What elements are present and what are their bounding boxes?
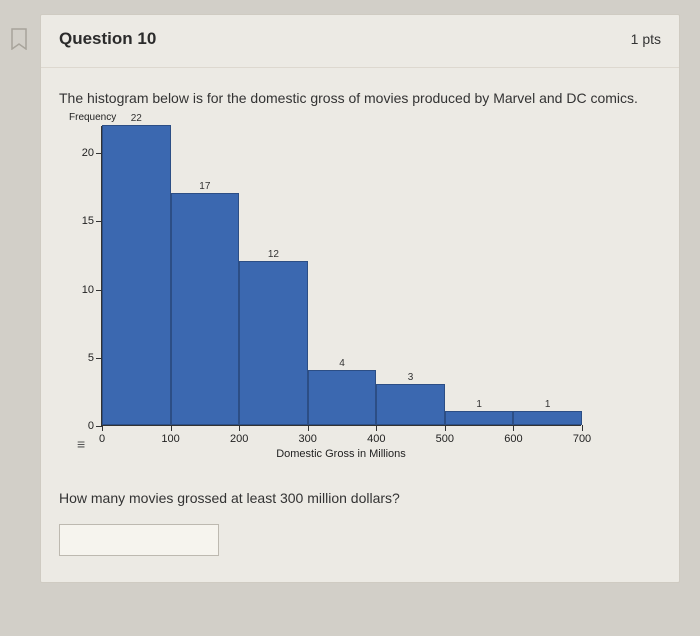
y-tick-label: 20 [74,147,94,159]
question-title: Question 10 [59,29,156,49]
x-tick-label: 200 [230,433,248,445]
y-tick-label: 10 [74,284,94,296]
plot-area: 0510152001002003004005006007002217124311 [101,126,581,426]
x-tick-label: 0 [99,433,105,445]
y-tick-label: 15 [74,215,94,227]
x-tick-label: 300 [299,433,317,445]
histogram-bar [308,370,377,425]
answer-input[interactable] [59,524,219,556]
histogram-chart: Frequency 051015200100200300400500600700… [59,114,619,474]
y-axis-title: Frequency [69,112,116,123]
histogram-bar [513,411,582,425]
bar-label: 22 [131,113,142,126]
bar-label: 1 [476,399,482,412]
x-tick-label: 600 [504,433,522,445]
histogram-bar [445,411,514,425]
question-header: Question 10 1 pts [41,15,679,68]
bar-label: 12 [268,249,279,262]
x-tick [376,425,377,431]
x-tick [513,425,514,431]
bar-label: 4 [339,358,345,371]
x-tick [171,425,172,431]
question-text: How many movies grossed at least 300 mil… [59,490,661,506]
y-tick-label: 5 [74,352,94,364]
question-body: The histogram below is for the domestic … [41,68,679,582]
x-tick-label: 700 [573,433,591,445]
histogram-bar [171,193,240,425]
question-card: Question 10 1 pts The histogram below is… [40,14,680,583]
histogram-bar [102,125,171,425]
x-tick-label: 400 [367,433,385,445]
histogram-bar [376,384,445,425]
x-axis-title: Domestic Gross in Millions [101,448,581,460]
y-tick-label: 0 [74,420,94,432]
question-points: 1 pts [631,31,661,47]
question-prompt: The histogram below is for the domestic … [59,90,661,106]
equiv-icon[interactable]: ≡ [77,436,85,452]
x-tick-label: 100 [161,433,179,445]
bar-label: 17 [199,181,210,194]
x-tick [308,425,309,431]
histogram-bar [239,261,308,425]
bar-label: 1 [545,399,551,412]
x-tick [239,425,240,431]
x-tick [102,425,103,431]
bookmark-icon[interactable] [10,28,28,50]
x-tick [582,425,583,431]
x-tick-label: 500 [436,433,454,445]
bar-label: 3 [408,372,414,385]
x-tick [445,425,446,431]
